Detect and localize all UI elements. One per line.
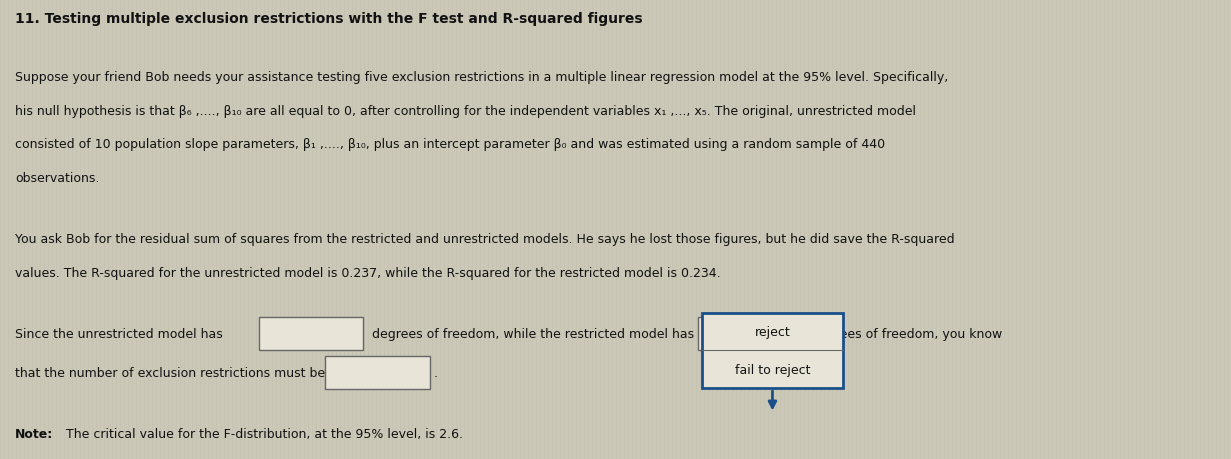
- Text: Note:: Note:: [15, 427, 53, 440]
- Text: observations.: observations.: [15, 172, 100, 185]
- Text: that the number of exclusion restrictions must be q=: that the number of exclusion restriction…: [15, 366, 347, 379]
- Text: fail to reject: fail to reject: [735, 363, 810, 376]
- FancyBboxPatch shape: [325, 356, 430, 389]
- Text: Suppose your friend Bob needs your assistance testing five exclusion restriction: Suppose your friend Bob needs your assis…: [15, 71, 948, 84]
- Text: his null hypothesis is that β₆ ,...., β₁₀ are all equal to 0, after controlling : his null hypothesis is that β₆ ,...., β₁…: [15, 105, 916, 118]
- Text: Since the unrestricted model has: Since the unrestricted model has: [15, 328, 223, 341]
- Text: degrees of freedom, you know: degrees of freedom, you know: [811, 328, 1002, 341]
- FancyBboxPatch shape: [698, 318, 803, 351]
- Text: The critical value for the F-distribution, at the 95% level, is 2.6.: The critical value for the F-distributio…: [62, 427, 463, 440]
- Text: reject: reject: [755, 325, 790, 338]
- FancyBboxPatch shape: [702, 313, 843, 388]
- FancyBboxPatch shape: [259, 318, 363, 351]
- Text: degrees of freedom, while the restricted model has: degrees of freedom, while the restricted…: [372, 328, 694, 341]
- Text: 11. Testing multiple exclusion restrictions with the F test and R-squared figure: 11. Testing multiple exclusion restricti…: [15, 11, 643, 25]
- Text: You ask Bob for the residual sum of squares from the restricted and unrestricted: You ask Bob for the residual sum of squa…: [15, 233, 954, 246]
- Text: .: .: [433, 366, 437, 379]
- Text: values. The R-squared for the unrestricted model is 0.237, while the R-squared f: values. The R-squared for the unrestrict…: [15, 266, 720, 279]
- Text: consisted of 10 population slope parameters, β₁ ,...., β₁₀, plus an intercept pa: consisted of 10 population slope paramet…: [15, 138, 885, 151]
